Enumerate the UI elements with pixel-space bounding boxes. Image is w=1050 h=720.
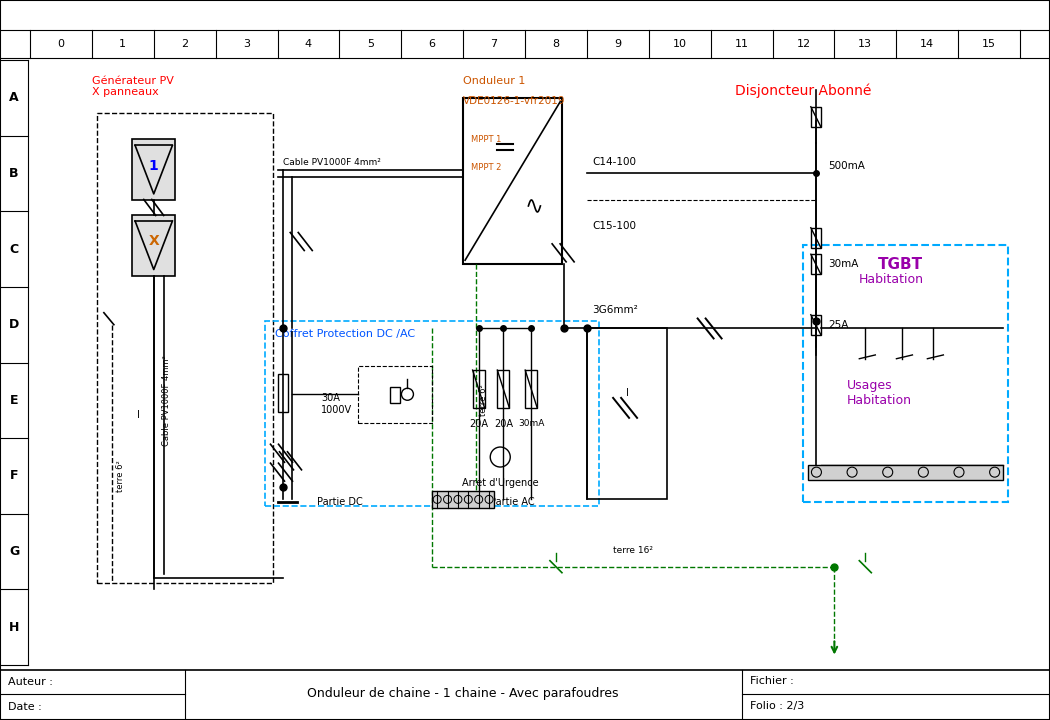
Bar [132,140,175,200]
Text: 1: 1 [149,158,159,173]
Text: Date :: Date : [8,702,42,712]
Text: Usages
Habitation: Usages Habitation [846,379,911,407]
Text: Partie DC: Partie DC [316,498,362,508]
Text: X: X [148,234,160,248]
Text: 4: 4 [304,39,312,49]
Bar [277,374,288,412]
Bar [132,215,175,276]
Text: I: I [138,410,141,420]
Text: terre 16²: terre 16² [613,546,653,554]
Bar [266,321,600,506]
Bar [811,315,821,335]
Text: C15-100: C15-100 [592,221,636,231]
Text: G: G [8,545,19,558]
Text: I: I [626,388,629,397]
Text: 12: 12 [796,39,811,49]
Bar [358,366,433,423]
Text: 500mA: 500mA [827,161,865,171]
Text: 20A: 20A [469,419,488,429]
Text: C14-100: C14-100 [592,157,636,167]
Text: Cable PV1000F 4mm²: Cable PV1000F 4mm² [162,355,171,446]
Text: E: E [9,394,18,407]
Bar [587,328,668,499]
Text: B: B [9,167,19,180]
Bar [463,98,562,264]
Bar [803,246,1008,503]
Text: Onduleur de chaine - 1 chaine - Avec parafoudres: Onduleur de chaine - 1 chaine - Avec par… [308,686,618,700]
Bar [811,107,821,127]
Bar [811,254,821,274]
Text: 30mA: 30mA [827,259,858,269]
Text: Cable PV1000F 4mm²: Cable PV1000F 4mm² [282,158,380,166]
Text: 9: 9 [614,39,622,49]
Text: 20A: 20A [494,419,512,429]
Text: Disjoncteur Abonné: Disjoncteur Abonné [735,83,872,97]
Text: 3: 3 [243,39,250,49]
Bar [390,387,400,402]
Text: 14: 14 [920,39,934,49]
Bar [811,228,821,248]
Text: 6: 6 [428,39,436,49]
Text: 11: 11 [735,39,749,49]
Bar [97,113,273,583]
Text: 7: 7 [490,39,498,49]
Text: 2: 2 [182,39,188,49]
Text: 30mA: 30mA [518,419,544,428]
Text: terre 6²: terre 6² [479,384,487,416]
Bar [498,370,509,408]
Bar [433,491,495,508]
Text: VDE0126-1-vfr2019: VDE0126-1-vfr2019 [463,96,566,106]
Text: 30A
1000V: 30A 1000V [321,393,352,415]
Text: Coffret Protection DC /AC: Coffret Protection DC /AC [275,329,415,339]
Text: MPPT 2: MPPT 2 [471,163,502,172]
Text: Générateur PV
X panneaux: Générateur PV X panneaux [92,76,173,97]
Text: Folio : 2/3: Folio : 2/3 [750,701,804,711]
Text: H: H [8,621,19,634]
Bar [808,464,1003,480]
Text: 5: 5 [366,39,374,49]
Text: D: D [8,318,19,331]
Text: Habitation: Habitation [859,273,924,286]
Text: terre 6²: terre 6² [116,460,125,492]
Text: Onduleur 1: Onduleur 1 [463,76,525,86]
Text: Partie AC: Partie AC [490,498,534,508]
Text: MPPT 1: MPPT 1 [471,135,502,144]
Text: TGBT: TGBT [878,257,923,271]
Text: 13: 13 [858,39,873,49]
Text: 10: 10 [673,39,687,49]
Text: 0: 0 [58,39,64,49]
Text: 3G6mm²: 3G6mm² [592,305,637,315]
Bar [472,370,485,408]
Text: 15: 15 [982,39,996,49]
Text: 25A: 25A [827,320,848,330]
Bar [525,370,538,408]
Text: F: F [9,469,18,482]
Text: A: A [9,91,19,104]
Text: Arret d'Urgence: Arret d'Urgence [462,479,539,488]
Text: Fichier :: Fichier : [750,676,794,686]
Text: 1: 1 [120,39,126,49]
Text: 8: 8 [552,39,560,49]
Text: C: C [9,243,19,256]
Text: Auteur :: Auteur : [8,677,52,687]
